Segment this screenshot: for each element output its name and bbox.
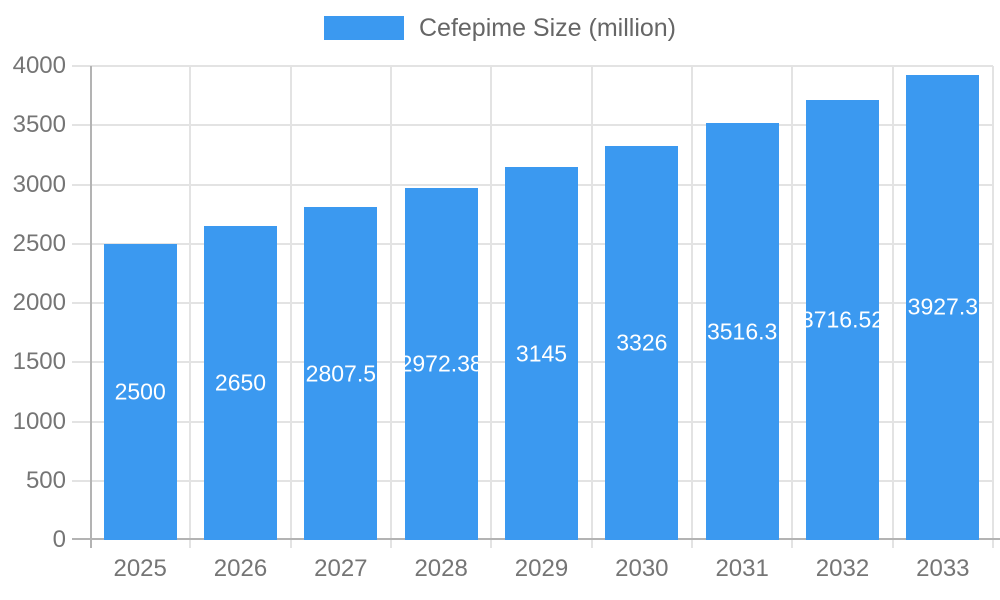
- plot-area: 0 500 1000 1500 2000 2500 3000 3500 4000 2500 2025…: [13, 53, 1000, 582]
- bar[interactable]: 3716.52: [806, 99, 879, 540]
- x-axis-label: 2026: [213, 555, 268, 582]
- y-tick-label: 4000: [12, 52, 66, 79]
- y-tick-label: 2000: [12, 289, 66, 316]
- bar[interactable]: 3326: [605, 145, 679, 540]
- bar[interactable]: 3145: [505, 167, 578, 540]
- y-tick-label: 500: [25, 466, 66, 494]
- v-gridline: [891, 66, 894, 548]
- x-axis-label: 2027: [314, 555, 368, 582]
- x-axis-label: 2033: [916, 555, 970, 582]
- y-tick-label: 0: [52, 526, 66, 553]
- v-gridline: [390, 66, 392, 548]
- bar[interactable]: 2807.5: [304, 207, 378, 540]
- bar-value-label: 3326: [616, 329, 668, 356]
- y-tick-label: 3500: [12, 111, 66, 139]
- x-axis-label: 2032: [815, 555, 870, 582]
- h-gridline: [72, 124, 993, 127]
- x-axis-label: 2030: [615, 555, 669, 582]
- y-tick-label: 1500: [12, 348, 66, 376]
- bar[interactable]: 3927.3: [906, 74, 980, 540]
- x-axis-label: 2031: [715, 555, 769, 582]
- v-gridline: [289, 66, 292, 548]
- v-gridline: [691, 66, 693, 548]
- y-axis-line: [90, 66, 92, 548]
- x-axis-label: 2029: [514, 555, 569, 582]
- x-axis-label: 2025: [113, 555, 167, 582]
- bar-value-label: 2650: [214, 369, 267, 396]
- bar[interactable]: 2650: [204, 226, 277, 540]
- v-gridline: [189, 66, 192, 548]
- v-gridline: [590, 66, 593, 548]
- x-axis-label: 2028: [414, 555, 468, 582]
- y-tick-label: 1000: [12, 407, 66, 435]
- h-gridline: [72, 65, 993, 67]
- bar-value-label: 3516.3: [706, 318, 778, 345]
- bar-value-label: 2972.38: [404, 350, 478, 377]
- legend-swatch: [323, 16, 404, 40]
- bar-value-label: 2500: [114, 378, 166, 405]
- bar-value-label: 3927.3: [907, 293, 979, 320]
- bar[interactable]: 3516.3: [705, 123, 779, 540]
- v-gridline: [791, 66, 794, 548]
- bar-value-label: 3145: [515, 340, 568, 367]
- legend-label: Cefepime Size (million): [418, 14, 677, 42]
- bar-value-label: 3716.52: [806, 306, 879, 333]
- y-tick-label: 2500: [12, 229, 66, 257]
- y-tick-label: 3000: [12, 170, 66, 198]
- bar-value-label: 2807.5: [305, 360, 377, 387]
- bar[interactable]: 2500: [103, 243, 177, 540]
- legend-item[interactable]: Cefepime Size (million): [0, 14, 1000, 42]
- v-gridline: [490, 66, 493, 548]
- v-gridline: [992, 66, 994, 548]
- bar[interactable]: 2972.38: [404, 187, 478, 540]
